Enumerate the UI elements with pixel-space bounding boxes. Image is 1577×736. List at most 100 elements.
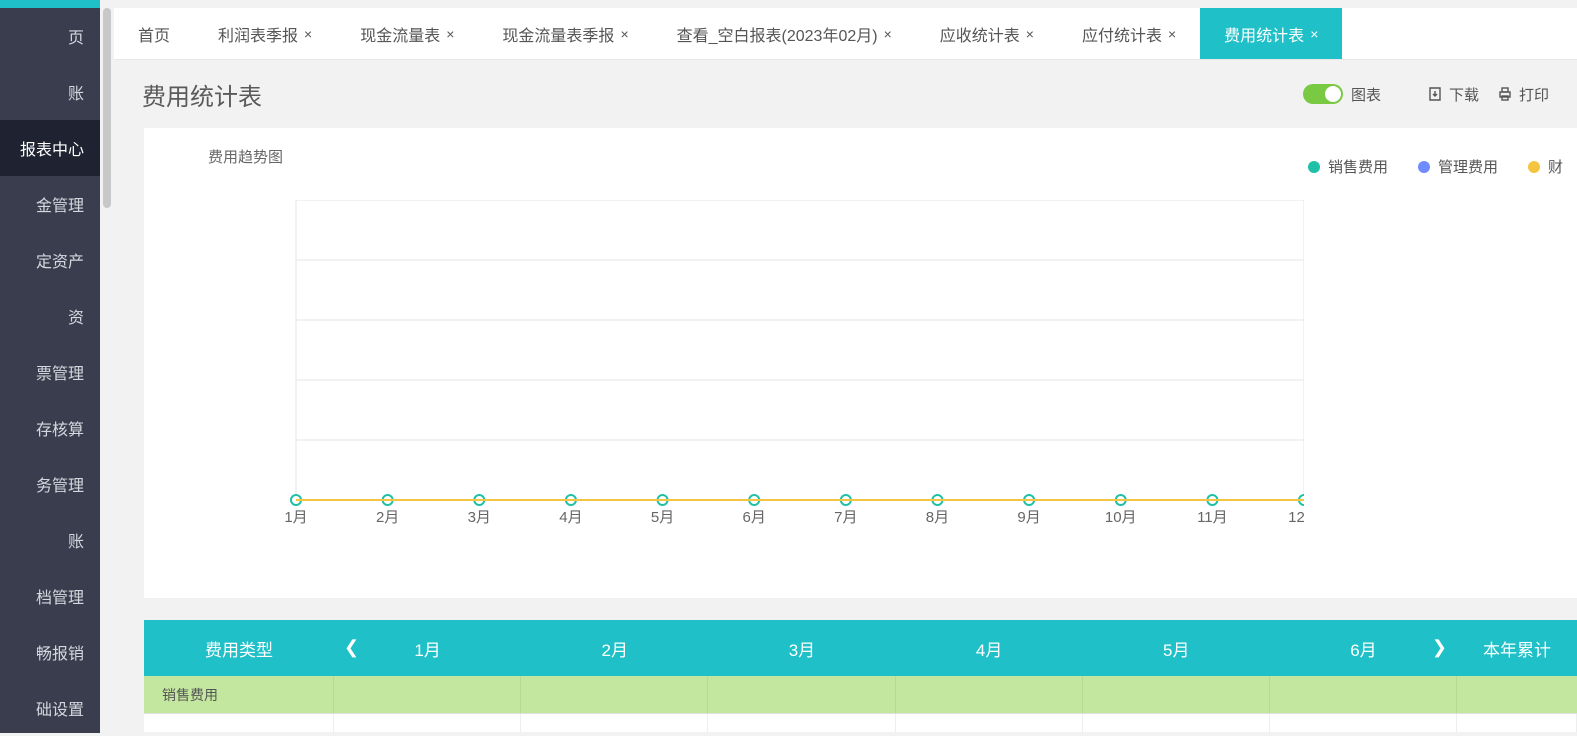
- tab-label: 应收统计表: [940, 22, 1020, 46]
- chart-card: 费用趋势图 销售费用管理费用财 0123451月2月3月4月5月6月7月8月9月…: [144, 128, 1577, 598]
- svg-text:10月: 10月: [1105, 509, 1137, 526]
- download-button[interactable]: 下载: [1427, 84, 1479, 105]
- svg-text:1月: 1月: [284, 509, 307, 526]
- sidebar-item-3[interactable]: 金管理: [0, 176, 100, 232]
- table-cell: [708, 676, 895, 713]
- tab-label: 现金流量表: [360, 22, 440, 46]
- table-cell: [521, 676, 708, 713]
- tab-3[interactable]: 现金流量表季报 ×: [478, 8, 652, 60]
- table-col-3: 3月: [708, 620, 895, 676]
- table-cell: [896, 714, 1083, 732]
- table-col-5: 5月: [1083, 620, 1270, 676]
- sidebar-scrollbar-thumb[interactable]: [103, 8, 111, 208]
- legend-item-2[interactable]: 财: [1528, 156, 1563, 177]
- chart-toggle[interactable]: [1303, 84, 1343, 104]
- chart-toggle-label: 图表: [1351, 84, 1381, 105]
- close-icon[interactable]: ×: [446, 26, 454, 42]
- legend-dot: [1308, 161, 1320, 173]
- tab-label: 应付统计表: [1082, 22, 1162, 46]
- sidebar-item-1[interactable]: 账: [0, 64, 100, 120]
- tab-4[interactable]: 查看_空白报表(2023年02月) ×: [653, 8, 916, 60]
- download-label: 下载: [1449, 84, 1479, 105]
- svg-text:4月: 4月: [559, 509, 582, 526]
- table-body: 销售费用: [144, 676, 1577, 732]
- sidebar-item-5[interactable]: 资: [0, 288, 100, 344]
- table-cell: [144, 714, 334, 732]
- svg-text:2月: 2月: [376, 509, 399, 526]
- legend-dot: [1528, 161, 1540, 173]
- legend-label: 销售费用: [1328, 156, 1388, 177]
- download-icon: [1427, 86, 1443, 102]
- chart-title: 费用趋势图: [208, 146, 283, 167]
- tab-5[interactable]: 应收统计表 ×: [916, 8, 1058, 60]
- table-cell: [1457, 676, 1577, 713]
- table-cell: [1270, 714, 1457, 732]
- sidebar-item-2[interactable]: 报表中心: [0, 120, 100, 176]
- close-icon[interactable]: ×: [304, 26, 312, 42]
- sidebar-item-12[interactable]: 础设置: [0, 680, 100, 736]
- sidebar-scrollbar-track: [100, 8, 114, 733]
- table-col-1: 1月: [334, 620, 521, 676]
- table-col-4: 4月: [896, 620, 1083, 676]
- title-bar: 费用统计表 图表 下载 打印: [114, 60, 1577, 128]
- sidebar-item-6[interactable]: 票管理: [0, 344, 100, 400]
- svg-text:12月: 12月: [1288, 509, 1304, 526]
- table-col-2: 2月: [521, 620, 708, 676]
- close-icon[interactable]: ×: [1310, 26, 1318, 42]
- sidebar-item-11[interactable]: 畅报销: [0, 624, 100, 680]
- svg-text:5月: 5月: [651, 509, 674, 526]
- sidebar-item-10[interactable]: 档管理: [0, 568, 100, 624]
- tab-2[interactable]: 现金流量表 ×: [336, 8, 478, 60]
- table-scroll-right[interactable]: ❯: [1432, 637, 1447, 658]
- chart-svg: 0123451月2月3月4月5月6月7月8月9月10月11月12月: [284, 200, 1304, 530]
- sidebar-item-9[interactable]: 账: [0, 512, 100, 568]
- table-cell: [334, 714, 521, 732]
- close-icon[interactable]: ×: [1026, 26, 1034, 42]
- tab-label: 利润表季报: [218, 22, 298, 46]
- table-cell: [521, 714, 708, 732]
- sidebar-item-0[interactable]: 页: [0, 8, 100, 64]
- chart-legend: 销售费用 管理费用 财: [1308, 156, 1577, 177]
- page-title: 费用统计表: [142, 77, 1303, 112]
- sidebar-item-4[interactable]: 定资产: [0, 232, 100, 288]
- print-icon: [1497, 86, 1513, 102]
- legend-item-1[interactable]: 管理费用: [1418, 156, 1498, 177]
- close-icon[interactable]: ×: [620, 26, 628, 42]
- table-cell: [1083, 676, 1270, 713]
- svg-text:3月: 3月: [468, 509, 491, 526]
- table-col-0: 费用类型: [144, 620, 334, 676]
- sidebar-item-7[interactable]: 存核算: [0, 400, 100, 456]
- print-label: 打印: [1519, 84, 1549, 105]
- legend-label: 财: [1548, 156, 1563, 177]
- legend-dot: [1418, 161, 1430, 173]
- table-cell: [896, 676, 1083, 713]
- svg-text:11月: 11月: [1197, 509, 1228, 526]
- table-scroll-left[interactable]: ❮: [344, 637, 359, 658]
- tab-0[interactable]: 首页: [114, 8, 194, 60]
- tab-1[interactable]: 利润表季报 ×: [194, 8, 336, 60]
- legend-label: 管理费用: [1438, 156, 1498, 177]
- svg-text:7月: 7月: [834, 509, 857, 526]
- table-cell: [334, 676, 521, 713]
- svg-text:9月: 9月: [1017, 509, 1040, 526]
- tab-label: 查看_空白报表(2023年02月): [677, 22, 878, 46]
- close-icon[interactable]: ×: [884, 26, 892, 42]
- close-icon[interactable]: ×: [1168, 26, 1176, 42]
- legend-item-0[interactable]: 销售费用: [1308, 156, 1388, 177]
- table-cell: [1270, 676, 1457, 713]
- svg-text:8月: 8月: [926, 509, 949, 526]
- svg-text:6月: 6月: [743, 509, 766, 526]
- table-row: [144, 714, 1577, 732]
- expense-table: ❮ ❯ 费用类型1月2月3月4月5月6月本年累计 销售费用: [144, 620, 1577, 732]
- table-col-6: 6月: [1270, 620, 1457, 676]
- table-header: ❮ ❯ 费用类型1月2月3月4月5月6月本年累计: [144, 620, 1577, 676]
- sidebar-item-8[interactable]: 务管理: [0, 456, 100, 512]
- table-cell: 销售费用: [144, 676, 334, 713]
- tab-bar: 首页利润表季报 × 现金流量表 × 现金流量表季报 × 查看_空白报表(2023年02月) ×…: [114, 8, 1577, 60]
- table-cell: [708, 714, 895, 732]
- print-button[interactable]: 打印: [1497, 84, 1549, 105]
- tab-label: 现金流量表季报: [502, 22, 614, 46]
- tab-6[interactable]: 应付统计表 ×: [1058, 8, 1200, 60]
- table-row[interactable]: 销售费用: [144, 676, 1577, 714]
- tab-7[interactable]: 费用统计表×: [1200, 8, 1342, 60]
